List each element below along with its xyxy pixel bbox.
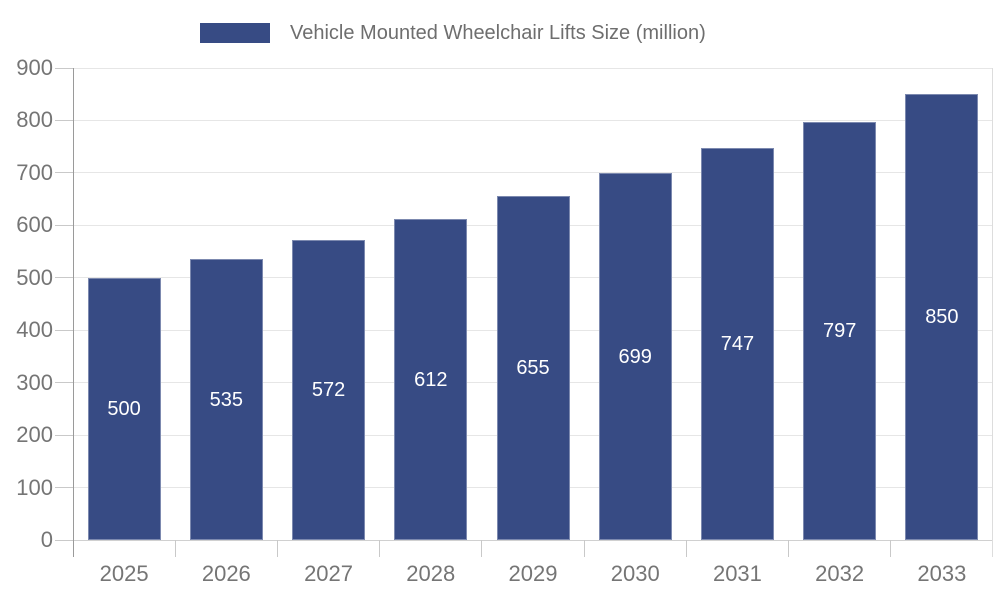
y-axis-tick	[55, 277, 73, 279]
x-axis-tick	[379, 540, 381, 557]
gridline	[73, 119, 993, 121]
x-axis-tick	[174, 540, 176, 557]
bar-value-label: 850	[925, 306, 959, 329]
y-axis-tick	[55, 329, 73, 331]
bar-value-label: 699	[618, 345, 652, 368]
bar-value-label: 535	[209, 388, 244, 411]
y-axis-line	[73, 68, 74, 557]
bar	[189, 259, 263, 540]
bar-value-label: 655	[516, 357, 550, 380]
bar	[496, 196, 570, 540]
x-axis-label: 2026	[201, 561, 251, 586]
bar-value-label: 797	[822, 320, 857, 342]
bar	[292, 240, 366, 540]
gridline	[73, 172, 993, 174]
x-axis-label: 2025	[99, 561, 149, 586]
y-axis-tick	[55, 67, 73, 69]
plot-right-border	[992, 68, 993, 557]
bar	[905, 94, 979, 540]
x-axis-tick	[788, 540, 790, 557]
bar-value-label: 747	[720, 333, 755, 356]
y-axis-label: 500	[16, 264, 53, 290]
y-axis-tick	[55, 172, 73, 174]
bar	[700, 148, 774, 540]
y-axis-label: 300	[16, 369, 53, 395]
x-axis-label: 2031	[712, 561, 762, 586]
bar	[394, 219, 468, 540]
x-axis-tick	[481, 540, 483, 557]
x-axis-label: 2030	[610, 561, 660, 586]
y-axis-tick	[55, 434, 73, 436]
x-axis-label: 2032	[815, 561, 865, 586]
y-axis-tick	[55, 539, 73, 541]
legend[interactable]: Vehicle Mounted Wheelchair Lifts Size (m…	[200, 23, 706, 43]
x-axis-tick	[583, 540, 585, 557]
y-axis-tick	[55, 487, 73, 489]
y-axis-tick	[55, 119, 73, 121]
y-axis-tick	[55, 382, 73, 384]
legend-swatch	[200, 23, 270, 43]
bar-value-label: 500	[107, 397, 141, 420]
x-axis-tick	[890, 540, 892, 557]
bar	[803, 122, 877, 540]
y-axis-label: 700	[16, 159, 53, 185]
y-axis-label: 100	[16, 474, 53, 500]
y-axis-label: 600	[16, 212, 53, 238]
gridline	[73, 539, 993, 541]
legend-label: Vehicle Mounted Wheelchair Lifts Size (m…	[290, 22, 706, 44]
x-axis-tick	[685, 540, 687, 557]
x-axis-label: 2027	[304, 561, 354, 586]
bar-value-label: 612	[414, 368, 448, 391]
x-axis-label: 2029	[508, 561, 558, 586]
x-axis-label: 2033	[917, 561, 967, 586]
y-axis-label: 400	[16, 317, 53, 343]
bar	[87, 277, 161, 540]
bar	[598, 173, 672, 540]
y-axis-label: 0	[40, 527, 53, 552]
y-axis-label: 900	[16, 55, 53, 80]
x-axis-label: 2028	[406, 561, 456, 586]
y-axis-label: 800	[16, 107, 53, 133]
bar-value-label: 572	[311, 379, 346, 401]
gridline	[73, 67, 993, 69]
y-axis-label: 200	[16, 422, 53, 448]
y-axis-tick	[55, 224, 73, 226]
x-axis-tick	[276, 540, 278, 557]
